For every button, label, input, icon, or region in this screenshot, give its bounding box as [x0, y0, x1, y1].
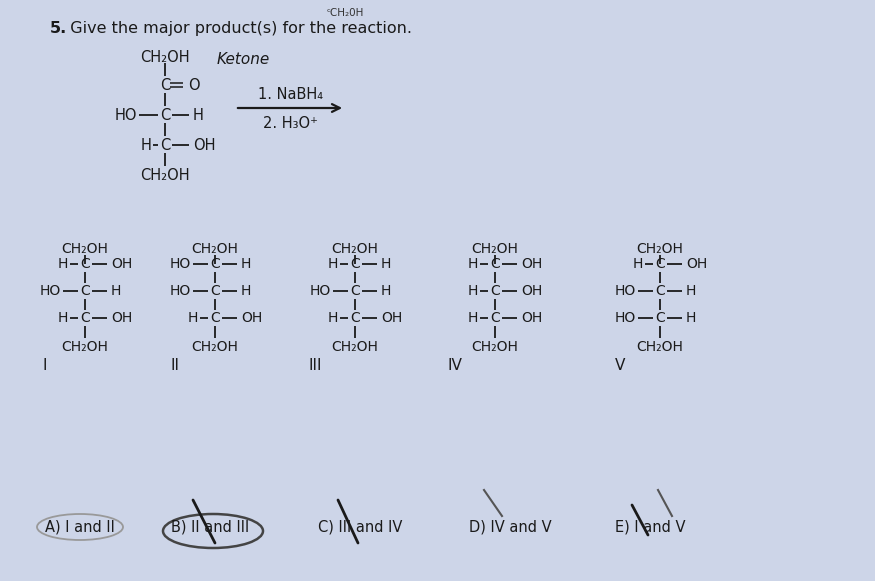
Text: HO: HO [310, 284, 331, 298]
Text: H: H [187, 311, 198, 325]
Text: H: H [58, 311, 68, 325]
Text: 2. H₃O⁺: 2. H₃O⁺ [262, 116, 318, 131]
Text: H: H [327, 311, 338, 325]
Text: C: C [655, 257, 665, 271]
Text: C: C [160, 107, 170, 123]
Text: CH₂OH: CH₂OH [61, 340, 108, 354]
Text: C: C [655, 311, 665, 325]
Text: H: H [58, 257, 68, 271]
Text: H: H [111, 284, 122, 298]
Text: H: H [381, 257, 391, 271]
Text: A) I and II: A) I and II [46, 519, 115, 535]
Text: OH: OH [521, 284, 542, 298]
Text: C: C [490, 311, 500, 325]
Text: D) IV and V: D) IV and V [469, 519, 551, 535]
Text: CH₂OH: CH₂OH [637, 242, 683, 256]
Text: HO: HO [170, 284, 191, 298]
Text: C: C [80, 311, 90, 325]
Text: HO: HO [39, 284, 61, 298]
Text: C: C [350, 284, 360, 298]
Text: O: O [188, 77, 200, 92]
Text: V: V [615, 357, 625, 372]
Text: CH₂OH: CH₂OH [140, 50, 190, 65]
Text: C: C [350, 257, 360, 271]
Text: CH₂OH: CH₂OH [637, 340, 683, 354]
Text: OH: OH [381, 311, 402, 325]
Text: H: H [193, 107, 204, 123]
Text: H: H [633, 257, 643, 271]
Text: C: C [490, 284, 500, 298]
Text: C: C [160, 138, 170, 152]
Text: 1. NaBH₄: 1. NaBH₄ [257, 87, 323, 102]
Text: C: C [210, 257, 220, 271]
Text: B) II and III: B) II and III [171, 519, 249, 535]
Text: H: H [467, 311, 478, 325]
Text: CH₂OH: CH₂OH [332, 340, 379, 354]
Text: HO: HO [115, 107, 137, 123]
Text: C: C [350, 311, 360, 325]
Text: C: C [80, 257, 90, 271]
Text: OH: OH [521, 257, 542, 271]
Text: OH: OH [111, 257, 132, 271]
Text: IV: IV [448, 357, 463, 372]
Text: H: H [241, 257, 251, 271]
Text: I: I [43, 357, 47, 372]
Text: CH₂OH: CH₂OH [192, 340, 238, 354]
Text: C: C [210, 284, 220, 298]
Text: HO: HO [615, 311, 636, 325]
Text: CH₂OH: CH₂OH [192, 242, 238, 256]
Text: H: H [140, 138, 151, 152]
Text: H: H [381, 284, 391, 298]
Text: C: C [655, 284, 665, 298]
Text: H: H [327, 257, 338, 271]
Text: III: III [308, 357, 322, 372]
Text: C) III and IV: C) III and IV [318, 519, 402, 535]
Text: Give the major product(s) for the reaction.: Give the major product(s) for the reacti… [60, 21, 412, 36]
Text: HO: HO [615, 284, 636, 298]
Text: ᶜCH₂0H: ᶜCH₂0H [326, 8, 364, 18]
Text: OH: OH [241, 311, 262, 325]
Text: H: H [241, 284, 251, 298]
Text: II: II [171, 357, 179, 372]
Text: C: C [490, 257, 500, 271]
Text: OH: OH [686, 257, 707, 271]
Text: CH₂OH: CH₂OH [472, 340, 518, 354]
Text: CH₂OH: CH₂OH [61, 242, 108, 256]
Text: C: C [80, 284, 90, 298]
Text: E) I and V: E) I and V [615, 519, 685, 535]
Text: C: C [160, 77, 170, 92]
Text: CH₂OH: CH₂OH [140, 167, 190, 182]
Text: CH₂OH: CH₂OH [332, 242, 379, 256]
Text: HO: HO [170, 257, 191, 271]
Text: H: H [467, 257, 478, 271]
Text: OH: OH [521, 311, 542, 325]
Text: C: C [210, 311, 220, 325]
Text: H: H [686, 311, 696, 325]
Text: H: H [686, 284, 696, 298]
Text: OH: OH [111, 311, 132, 325]
Text: 5.: 5. [50, 21, 67, 36]
Text: Ketone: Ketone [217, 52, 270, 67]
Text: OH: OH [193, 138, 215, 152]
Text: CH₂OH: CH₂OH [472, 242, 518, 256]
Text: H: H [467, 284, 478, 298]
